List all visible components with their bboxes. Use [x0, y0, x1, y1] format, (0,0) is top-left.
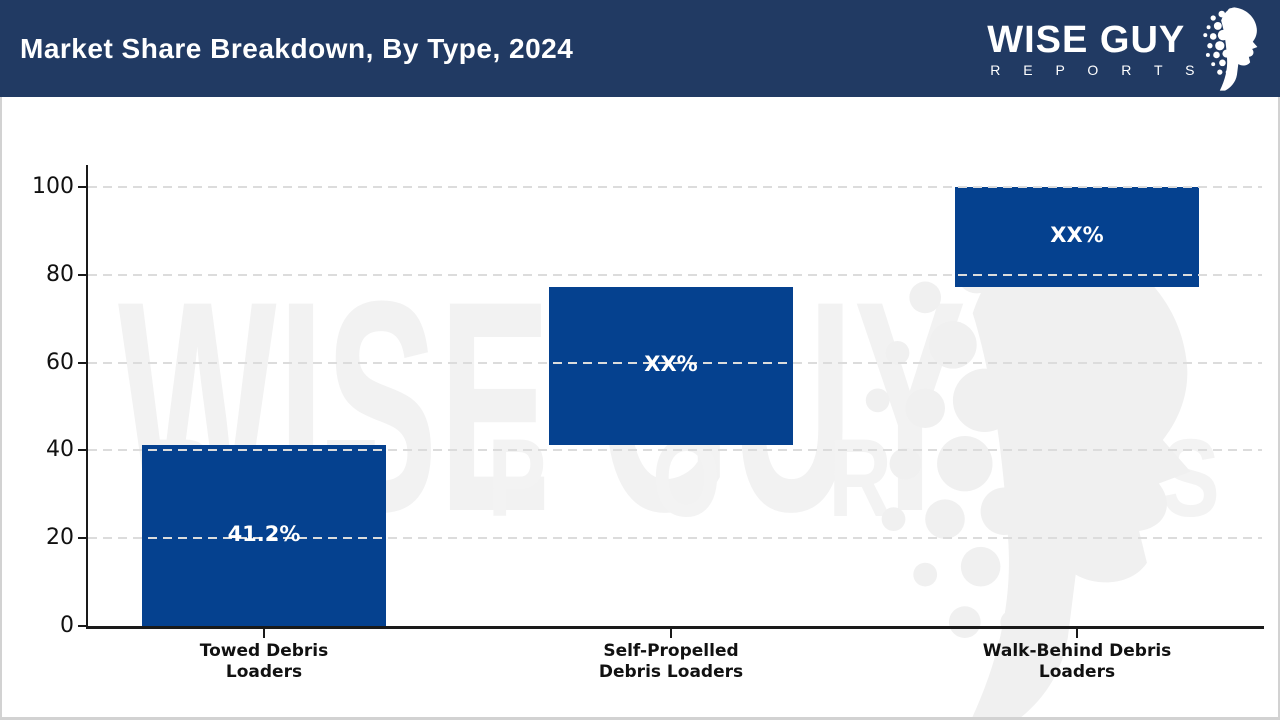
y-tick-label-40: 40 — [46, 437, 74, 463]
gridline-40 — [88, 449, 1262, 452]
x-tick-2 — [670, 629, 672, 638]
logo-face-icon — [1203, 7, 1258, 91]
y-tick-label-80: 80 — [46, 261, 74, 287]
y-tick-40 — [78, 449, 88, 452]
x-tick-3 — [1076, 629, 1078, 638]
y-tick-60 — [78, 361, 88, 364]
gridline-100 — [88, 186, 1262, 188]
category-label-1: Towed Debris Loaders — [199, 641, 329, 682]
gridline-80 — [88, 273, 1262, 276]
frame-border-right — [1278, 97, 1280, 720]
logo-wordmark: WISE GUY — [987, 19, 1186, 61]
category-label-2: Self-Propelled Debris Loaders — [598, 641, 744, 682]
y-tick-label-20: 20 — [46, 525, 74, 551]
gridline-20 — [88, 537, 1262, 540]
logo-reports-text: R E P O R T S — [990, 62, 1204, 78]
y-axis — [86, 165, 88, 629]
y-tick-80 — [78, 273, 88, 276]
gridline-60 — [88, 361, 1262, 364]
y-tick-0 — [78, 625, 88, 627]
bar-value-label-3: XX% — [1050, 223, 1104, 248]
y-tick-20 — [78, 537, 88, 540]
y-tick-label-0: 0 — [60, 613, 74, 638]
y-tick-label-100: 100 — [32, 174, 74, 199]
x-tick-1 — [263, 629, 265, 638]
bar-value-label-1: 41.2% — [227, 521, 301, 546]
x-axis — [86, 626, 1264, 629]
category-label-3: Walk-Behind Debris Loaders — [982, 641, 1172, 682]
frame-border-bottom — [0, 717, 1280, 720]
bar-value-label-2: XX% — [644, 352, 698, 377]
header-band: Market Share Breakdown, By Type, 2024 WI… — [0, 0, 1280, 97]
y-tick-label-60: 60 — [46, 349, 74, 375]
bar-2 — [549, 287, 793, 446]
y-tick-100 — [78, 186, 88, 188]
chart-title: Market Share Breakdown, By Type, 2024 — [20, 32, 574, 64]
wiseguy-logo: WISE GUY R E P O R T S — [987, 6, 1266, 92]
frame-border-left — [0, 97, 2, 720]
bar-1 — [142, 445, 386, 626]
